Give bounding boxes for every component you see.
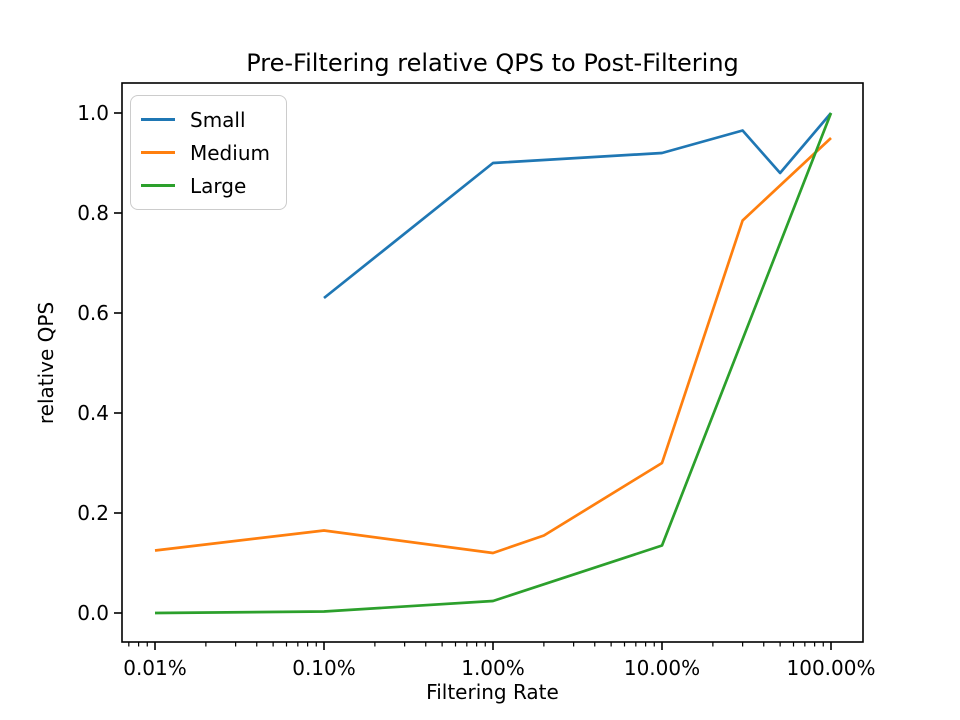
- y-axis-tick-label: 0.0: [77, 601, 109, 625]
- y-axis-tick-label: 0.4: [77, 401, 109, 425]
- legend-swatch-small: [141, 118, 175, 121]
- legend-label: Large: [190, 173, 247, 198]
- x-axis-tick-label: 0.10%: [292, 656, 356, 680]
- y-axis-label: relative QPS: [34, 301, 58, 425]
- x-axis-tick-label: 0.01%: [123, 656, 187, 680]
- legend-label: Small: [190, 107, 246, 132]
- y-axis-tick-label: 1.0: [77, 101, 109, 125]
- chart-title: Pre-Filtering relative QPS to Post-Filte…: [246, 49, 739, 77]
- y-axis-tick-label: 0.2: [77, 501, 109, 525]
- legend-swatch-medium: [141, 151, 175, 154]
- series-line-large: [154, 112, 833, 615]
- legend-swatch-large: [141, 184, 175, 187]
- legend-entry-medium: Medium: [141, 136, 270, 169]
- series-line-small: [323, 112, 833, 300]
- y-axis-tick-label: 0.8: [77, 201, 109, 225]
- x-axis-tick-label: 10.00%: [624, 656, 700, 680]
- plot-spines: [121, 82, 864, 643]
- legend-label: Medium: [190, 140, 270, 165]
- x-axis-tick-label: 100.00%: [787, 656, 876, 680]
- legend-entry-large: Large: [141, 169, 270, 202]
- legend: Small Medium Large: [130, 95, 287, 210]
- legend-entry-small: Small: [141, 103, 270, 136]
- series-line-medium: [154, 137, 832, 555]
- x-axis-tick-label: 1.00%: [461, 656, 525, 680]
- x-axis-label: Filtering Rate: [426, 680, 559, 704]
- y-axis-tick-label: 0.6: [77, 301, 109, 325]
